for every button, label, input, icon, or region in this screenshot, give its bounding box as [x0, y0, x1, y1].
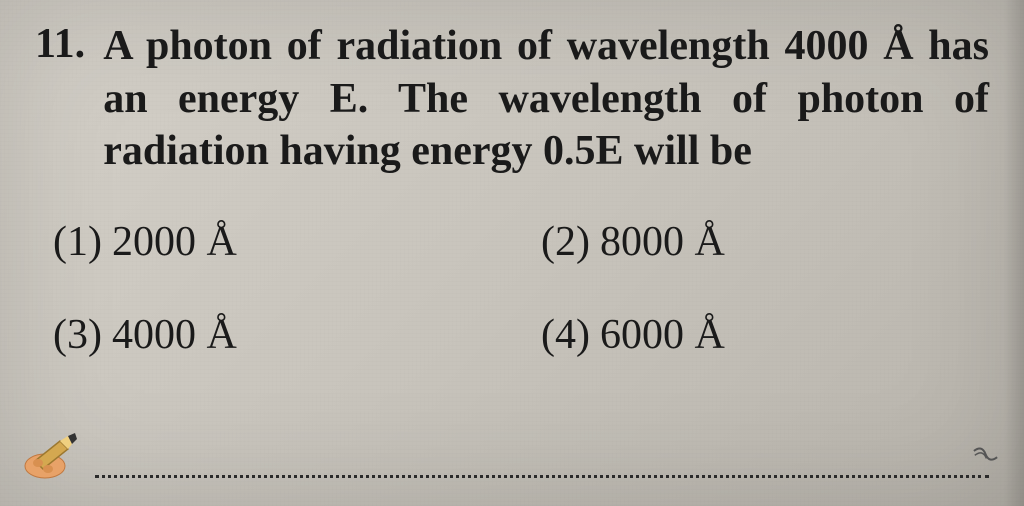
options-grid: (1) 2000 Å (2) 8000 Å (3) 4000 Å (4) 600… — [53, 218, 989, 359]
option-2: (2) 8000 Å — [541, 218, 989, 266]
pencil-hand-icon — [20, 431, 90, 486]
page-edge-shadow — [1004, 0, 1024, 506]
answer-line — [95, 475, 989, 478]
question-block: 11. A photon of radiation of wavelength … — [35, 20, 989, 178]
option-3: (3) 4000 Å — [53, 311, 501, 359]
option-3-label: (3) — [53, 311, 102, 359]
question-text: A photon of radiation of wavelength 4000… — [103, 20, 989, 178]
option-2-value: 8000 Å — [600, 218, 725, 266]
option-1-value: 2000 Å — [112, 218, 237, 266]
option-1: (1) 2000 Å — [53, 218, 501, 266]
option-2-label: (2) — [541, 218, 590, 266]
scribble-mark-icon — [968, 438, 1003, 474]
question-number: 11. — [35, 20, 85, 68]
option-1-label: (1) — [53, 218, 102, 266]
option-4-value: 6000 Å — [600, 311, 725, 359]
option-4-label: (4) — [541, 311, 590, 359]
option-3-value: 4000 Å — [112, 311, 237, 359]
option-4: (4) 6000 Å — [541, 311, 989, 359]
